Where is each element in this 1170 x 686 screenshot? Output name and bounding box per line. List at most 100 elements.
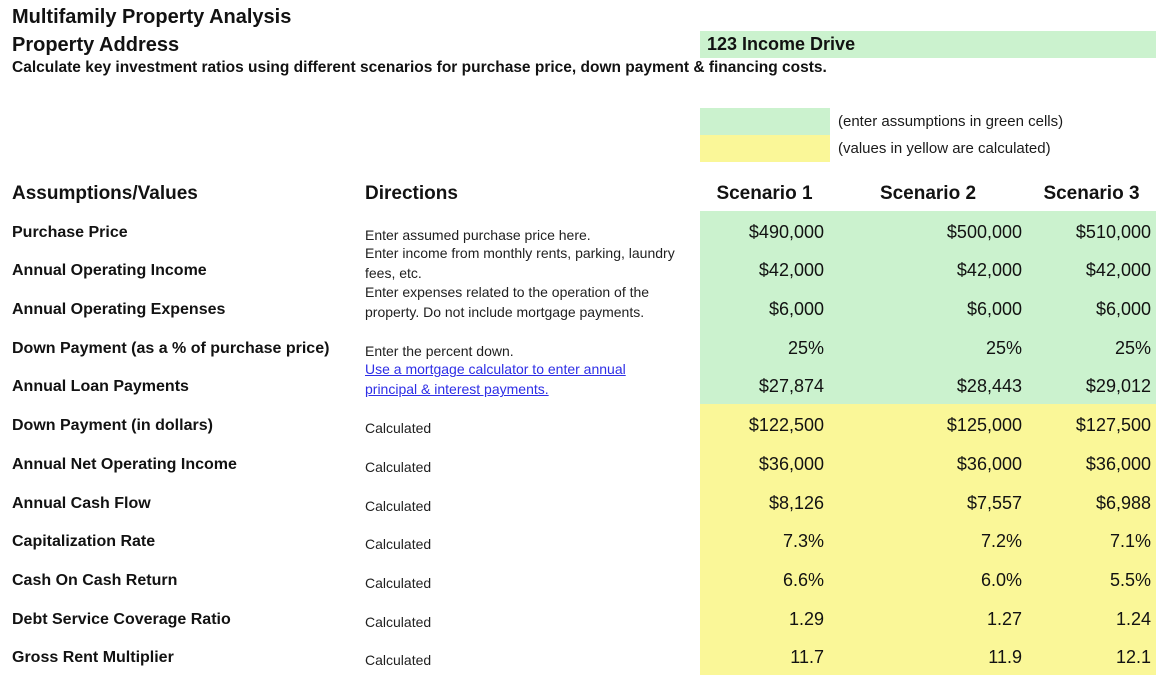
green-legend-swatch [700, 108, 830, 135]
table-row-annual-loan-payments: Annual Loan Payments Use a mortgage calc… [0, 361, 1170, 405]
direction-cell: Use a mortgage calculator to enter annua… [365, 361, 700, 405]
direction-text: Calculated [365, 652, 432, 669]
value-cell-scenario-3[interactable]: $42,000 [1027, 249, 1156, 289]
value-cell-scenario-1: 6.6% [700, 559, 829, 598]
value-cell-scenario-1[interactable]: $6,000 [700, 288, 829, 328]
link-text[interactable]: Use a mortgage calculator to enter annua… [365, 361, 626, 378]
direction-text: Calculated [365, 458, 432, 475]
table-row-debt-service-coverage-ratio: Debt Service Coverage Ratio Calculated 1… [0, 597, 1170, 637]
row-label: Debt Service Coverage Ratio [12, 610, 231, 628]
direction-cell: Calculated [365, 637, 700, 676]
page-subtitle: Calculate key investment ratios using di… [12, 59, 827, 76]
direction-text: Enter expenses related to the operation … [365, 284, 650, 301]
value-cell-scenario-1[interactable]: $42,000 [700, 249, 829, 289]
direction-text: Enter income from monthly rents, parking… [365, 245, 675, 262]
value-cell-scenario-2[interactable]: $42,000 [829, 249, 1027, 289]
value-cell-scenario-2[interactable]: $6,000 [829, 288, 1027, 328]
row-label: Annual Operating Income [12, 262, 207, 280]
direction-cell: Enter assumed purchase price here. [365, 211, 700, 250]
direction-text: Enter assumed purchase price here. [365, 226, 591, 243]
value-cell-scenario-3: 7.1% [1027, 520, 1156, 560]
table-row-down-payment-percent: Down Payment (as a % of purchase price) … [0, 327, 1170, 366]
value-cell-scenario-3: $36,000 [1027, 443, 1156, 482]
table-row-cash-on-cash-return: Cash On Cash Return Calculated 6.6% 6.0%… [0, 559, 1170, 598]
direction-cell: Enter income from monthly rents, parking… [365, 245, 700, 289]
link-text[interactable]: principal & interest payments. [365, 381, 549, 398]
direction-text: Calculated [365, 613, 432, 630]
table-row-down-payment-dollars: Down Payment (in dollars) Calculated $12… [0, 404, 1170, 444]
value-cell-scenario-1: $122,500 [700, 404, 829, 444]
value-cell-scenario-3: $127,500 [1027, 404, 1156, 444]
row-label: Annual Net Operating Income [12, 455, 237, 473]
direction-cell: Calculated [365, 598, 700, 637]
table-row-capitalization-rate: Capitalization Rate Calculated 7.3% 7.2%… [0, 520, 1170, 560]
row-label: Down Payment (in dollars) [12, 417, 213, 435]
value-cell-scenario-1[interactable]: $490,000 [700, 211, 829, 250]
direction-text: Calculated [365, 420, 432, 437]
value-cell-scenario-1[interactable]: $27,874 [700, 365, 829, 405]
row-label: Purchase Price [12, 223, 128, 241]
value-cell-scenario-1: 1.29 [700, 597, 829, 637]
value-cell-scenario-2: $125,000 [829, 404, 1027, 444]
table-row-gross-rent-multiplier: Gross Rent Multiplier Calculated 11.7 11… [0, 636, 1170, 676]
table-row-annual-operating-expenses: Annual Operating Expenses Enter expenses… [0, 284, 1170, 328]
mortgage-calculator-link[interactable]: Use a mortgage calculator to enter annua… [365, 359, 626, 399]
direction-text: fees, etc. [365, 265, 422, 282]
value-cell-scenario-1[interactable]: 25% [700, 327, 829, 366]
value-cell-scenario-1: $8,126 [700, 481, 829, 521]
column-header-scenario-1: Scenario 1 [716, 183, 813, 204]
table-header-row: Assumptions/Values Directions Scenario 1… [0, 163, 1170, 211]
value-cell-scenario-2: 11.9 [829, 636, 1027, 676]
direction-cell: Calculated [365, 521, 700, 560]
page-title: Multifamily Property Analysis [12, 6, 292, 28]
value-cell-scenario-2: 6.0% [829, 559, 1027, 598]
row-label: Annual Operating Expenses [12, 301, 226, 319]
row-label: Gross Rent Multiplier [12, 649, 174, 667]
table-row-annual-operating-income: Annual Operating Income Enter income fro… [0, 245, 1170, 289]
direction-cell: Enter the percent down. [365, 327, 700, 366]
direction-cell: Calculated [365, 443, 700, 482]
value-cell-scenario-2: 7.2% [829, 520, 1027, 560]
value-cell-scenario-2[interactable]: $500,000 [829, 211, 1027, 250]
value-cell-scenario-3: $6,988 [1027, 481, 1156, 521]
direction-text: property. Do not include mortgage paymen… [365, 304, 645, 321]
value-cell-scenario-1: 7.3% [700, 520, 829, 560]
column-header-assumptions: Assumptions/Values [12, 183, 198, 204]
column-header-directions: Directions [365, 183, 458, 204]
value-cell-scenario-1: $36,000 [700, 443, 829, 482]
property-address-label: Property Address [12, 34, 180, 56]
value-cell-scenario-2: 1.27 [829, 597, 1027, 637]
direction-text: Enter the percent down. [365, 342, 514, 359]
value-cell-scenario-3[interactable]: $29,012 [1027, 365, 1156, 405]
value-cell-scenario-2[interactable]: 25% [829, 327, 1027, 366]
value-cell-scenario-2: $7,557 [829, 481, 1027, 521]
table-body: Purchase Price Enter assumed purchase pr… [0, 211, 1170, 676]
value-cell-scenario-2[interactable]: $28,443 [829, 365, 1027, 405]
value-cell-scenario-3: 12.1 [1027, 636, 1156, 676]
value-cell-scenario-2: $36,000 [829, 443, 1027, 482]
row-label: Cash On Cash Return [12, 571, 178, 589]
column-header-scenario-3: Scenario 3 [1043, 183, 1140, 204]
row-label: Annual Cash Flow [12, 494, 151, 512]
direction-cell: Calculated [365, 404, 700, 443]
value-cell-scenario-3[interactable]: $510,000 [1027, 211, 1156, 250]
value-cell-scenario-3: 1.24 [1027, 597, 1156, 637]
value-cell-scenario-3: 5.5% [1027, 559, 1156, 598]
yellow-legend-note: (values in yellow are calculated) [838, 140, 1051, 157]
row-label: Down Payment (as a % of purchase price) [12, 339, 330, 357]
green-legend-note: (enter assumptions in green cells) [838, 113, 1064, 130]
value-cell-scenario-3[interactable]: $6,000 [1027, 288, 1156, 328]
direction-cell: Calculated [365, 559, 700, 598]
direction-text: Calculated [365, 536, 432, 553]
direction-text: Calculated [365, 574, 432, 591]
row-label: Capitalization Rate [12, 533, 156, 551]
direction-cell: Enter expenses related to the operation … [365, 284, 700, 327]
table-row-purchase-price: Purchase Price Enter assumed purchase pr… [0, 211, 1170, 250]
yellow-legend-swatch [700, 135, 830, 162]
direction-text: Calculated [365, 497, 432, 514]
table-row-annual-net-operating-income: Annual Net Operating Income Calculated $… [0, 443, 1170, 482]
value-cell-scenario-1: 11.7 [700, 636, 829, 676]
property-address-cell[interactable]: 123 Income Drive [700, 31, 1156, 58]
value-cell-scenario-3[interactable]: 25% [1027, 327, 1156, 366]
